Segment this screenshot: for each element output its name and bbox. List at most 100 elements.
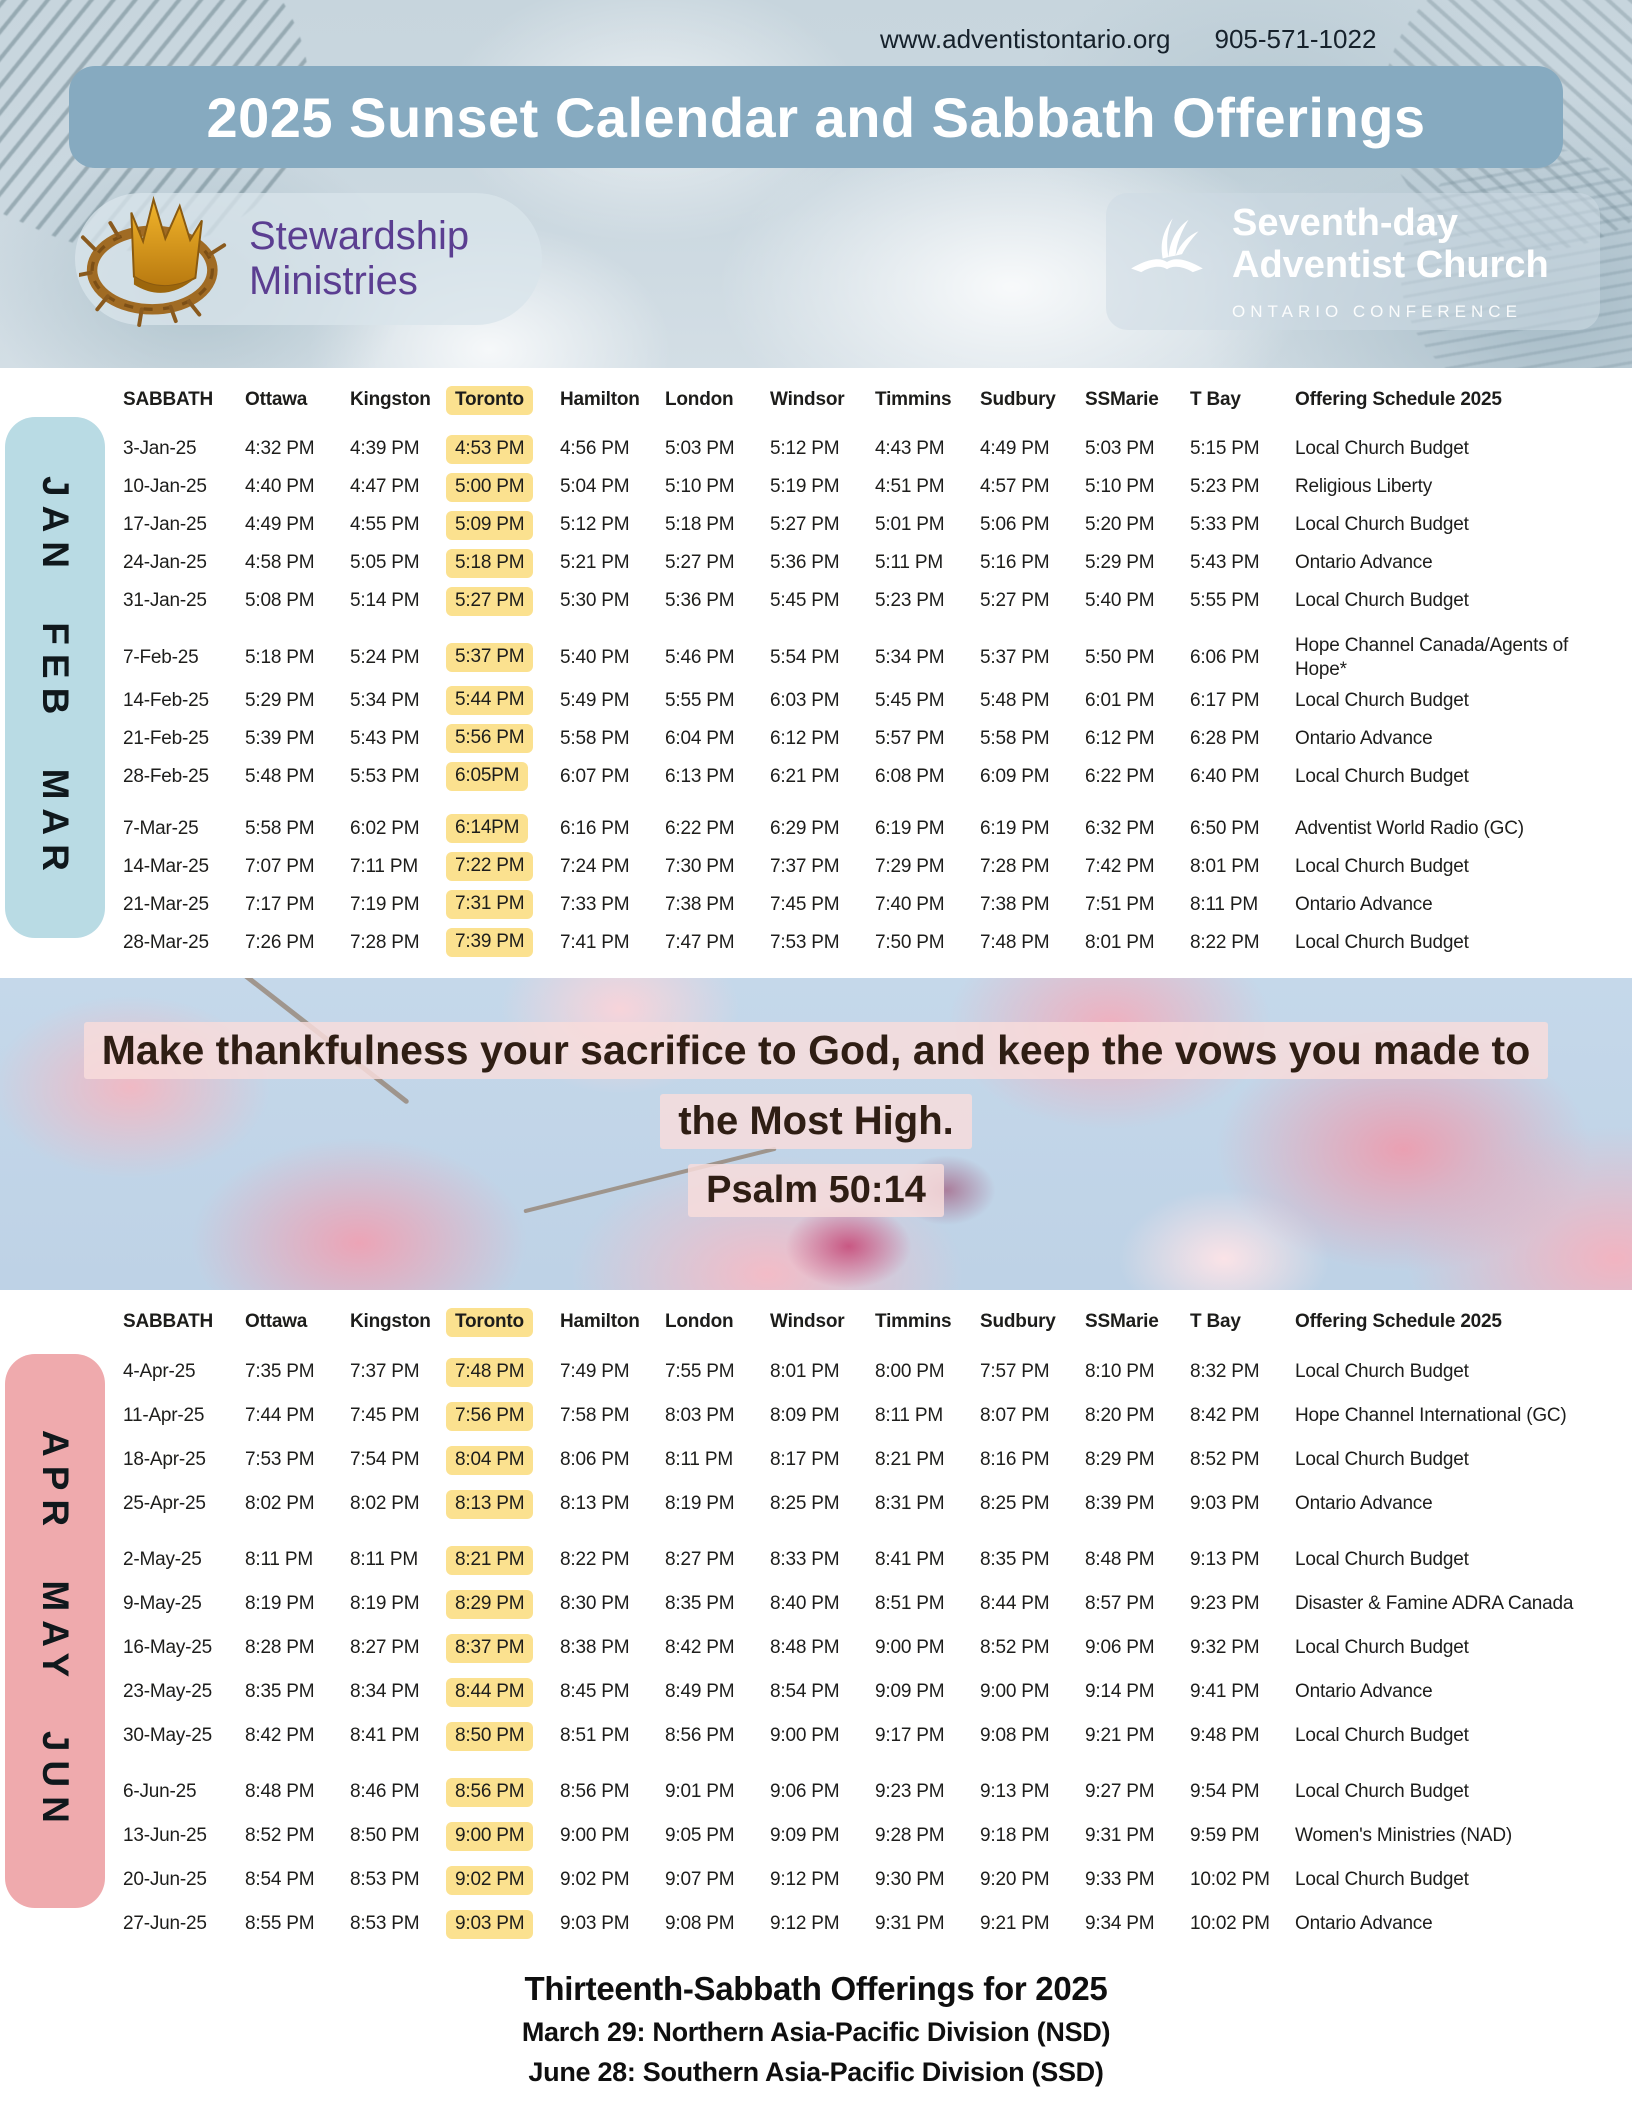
sunset-time-t-bay: 9:41 PM [1190,1681,1260,1702]
toronto-highlight: 8:56 PM [446,1777,534,1807]
sunset-row: 13-Jun-25 8:52 PM 8:50 PM 9:00 PM 9:00 PM 9:0… [0,1814,1632,1858]
sunset-time-ssmarie: 7:51 PM [1085,893,1155,915]
sunset-time-t-bay: 10:02 PM [1190,1869,1270,1890]
sunset-row: 14-Mar-25 7:07 PM 7:11 PM 7:22 PM 7:24 PM 7:3… [0,848,1632,886]
sunset-time-toronto: 8:21 PM [446,1545,560,1575]
sunset-time-kingston: 8:02 PM [350,1493,420,1514]
sunset-time-ssmarie: 9:14 PM [1085,1681,1155,1702]
sunset-time-ottawa: 5:58 PM [245,817,315,839]
sunset-time-ottawa: 5:48 PM [245,765,315,787]
sunset-time-t-bay: 9:54 PM [1190,1781,1260,1802]
sunset-time-timmins: 8:00 PM [875,1361,945,1382]
col-header-toronto: Toronto [446,385,560,415]
sunset-time-sudbury: 8:16 PM [980,1449,1050,1470]
sunset-time-london: 9:07 PM [665,1869,735,1890]
sunset-time-windsor: 7:37 PM [770,855,840,877]
sunset-time-windsor: 9:09 PM [770,1825,840,1846]
sunset-time-london: 9:08 PM [665,1913,735,1934]
sunset-time-toronto: 4:53 PM [446,434,560,464]
month-tab-label: APR MAY JUN [35,1430,76,1832]
title-banner: 2025 Sunset Calendar and Sabbath Offerin… [69,66,1563,168]
sunset-time-ssmarie: 9:31 PM [1085,1825,1155,1846]
offering-label: Local Church Budget [1295,1549,1469,1571]
sunset-time-timmins: 9:23 PM [875,1781,945,1802]
sabbath-date: 21-Mar-25 [123,893,209,915]
sunset-time-sudbury: 8:44 PM [980,1593,1050,1614]
sunset-time-ottawa: 8:55 PM [245,1913,315,1934]
toronto-highlight: 4:53 PM [446,434,534,464]
sunset-time-hamilton: 5:21 PM [560,552,630,573]
sunset-time-sudbury: 9:21 PM [980,1913,1050,1934]
toronto-highlight: 8:37 PM [446,1633,534,1663]
sunset-time-ottawa: 8:48 PM [245,1781,315,1802]
sunset-time-timmins: 7:29 PM [875,855,945,877]
sunset-time-t-bay: 5:23 PM [1190,476,1260,497]
sunset-time-london: 8:35 PM [665,1593,735,1614]
sunset-time-ottawa: 7:35 PM [245,1361,315,1382]
toronto-highlight: 7:22 PM [446,852,534,881]
sunset-time-t-bay: 6:28 PM [1190,727,1260,749]
sunset-time-london: 8:49 PM [665,1681,735,1702]
sunset-time-kingston: 8:53 PM [350,1869,420,1890]
sunset-time-timmins: 4:51 PM [875,476,945,497]
phone-text: 905-571-1022 [1214,24,1377,54]
sunset-time-windsor: 9:12 PM [770,1869,840,1890]
sunset-time-kingston: 5:05 PM [350,552,420,573]
sunset-time-toronto: 7:39 PM [446,928,560,957]
col-header-offering-schedule-2025: Offering Schedule 2025 [1295,389,1502,411]
sunset-time-toronto: 8:13 PM [446,1489,560,1519]
sunset-time-ottawa: 4:40 PM [245,476,315,497]
sunset-time-windsor: 8:01 PM [770,1361,840,1382]
sunset-time-london: 5:10 PM [665,476,735,497]
col-header-t-bay: T Bay [1190,389,1241,410]
col-header-windsor: Windsor [770,1311,845,1332]
sunset-time-ssmarie: 8:29 PM [1085,1449,1155,1470]
sunset-time-windsor: 7:45 PM [770,893,840,915]
offering-label: Local Church Budget [1295,1449,1469,1471]
month-tab-jan-feb-mar: JAN FEB MAR [5,417,105,938]
sunset-time-sudbury: 5:27 PM [980,590,1050,611]
offering-label: Local Church Budget [1295,438,1469,460]
sunset-time-london: 6:13 PM [665,765,735,787]
sabbath-date: 28-Feb-25 [123,765,209,787]
month-group: 2-May-25 8:11 PM 8:11 PM 8:21 PM 8:22 PM 8:27… [0,1538,1632,1758]
sunset-time-t-bay: 8:52 PM [1190,1449,1260,1470]
sunset-time-timmins: 6:08 PM [875,765,945,787]
sunset-time-t-bay: 9:03 PM [1190,1493,1260,1514]
sunset-table-q1: SABBATH Ottawa Kingston Toronto Hamilton Lond… [0,384,1632,962]
sunset-time-ssmarie: 9:06 PM [1085,1637,1155,1658]
sunset-time-hamilton: 8:51 PM [560,1725,630,1746]
col-header-ottawa: Ottawa [245,1311,308,1332]
sunset-time-kingston: 7:28 PM [350,931,420,953]
sunset-time-ottawa: 7:53 PM [245,1449,315,1470]
month-group: 3-Jan-25 4:32 PM 4:39 PM 4:53 PM 4:56 PM 5:03… [0,430,1632,620]
sunset-time-timmins: 5:01 PM [875,514,945,535]
sunset-time-ssmarie: 6:12 PM [1085,727,1155,749]
sunset-row: 31-Jan-25 5:08 PM 5:14 PM 5:27 PM 5:30 PM 5:3… [0,582,1632,620]
toronto-highlight: 5:18 PM [446,548,534,578]
sunset-time-toronto: 6:05PM [446,762,560,791]
offering-label: Local Church Budget [1295,514,1469,536]
sda-line1: Seventh-day [1232,202,1458,244]
sunset-time-ssmarie: 8:10 PM [1085,1361,1155,1382]
sunset-time-kingston: 5:53 PM [350,765,420,787]
offering-label: Religious Liberty [1295,476,1433,498]
sunset-time-hamilton: 7:24 PM [560,855,630,877]
sunset-time-t-bay: 5:43 PM [1190,552,1260,573]
sabbath-date: 21-Feb-25 [123,727,209,749]
sunset-time-london: 5:18 PM [665,514,735,535]
toronto-highlight: 5:00 PM [446,472,534,502]
sunset-time-windsor: 6:21 PM [770,765,840,787]
sunset-time-timmins: 6:19 PM [875,817,945,839]
sabbath-date: 7-Mar-25 [123,817,199,839]
sunset-time-ottawa: 5:08 PM [245,590,315,611]
sunset-time-toronto: 6:14PM [446,814,560,843]
sunset-time-hamilton: 7:41 PM [560,931,630,953]
sabbath-date: 7-Feb-25 [123,646,199,668]
sunset-time-sudbury: 9:18 PM [980,1825,1050,1846]
sunset-time-london: 5:55 PM [665,689,735,711]
sabbath-date: 14-Feb-25 [123,689,209,711]
sunset-time-hamilton: 8:13 PM [560,1493,630,1514]
scripture-quote-band: Make thankfulness your sacrifice to God,… [0,978,1632,1290]
